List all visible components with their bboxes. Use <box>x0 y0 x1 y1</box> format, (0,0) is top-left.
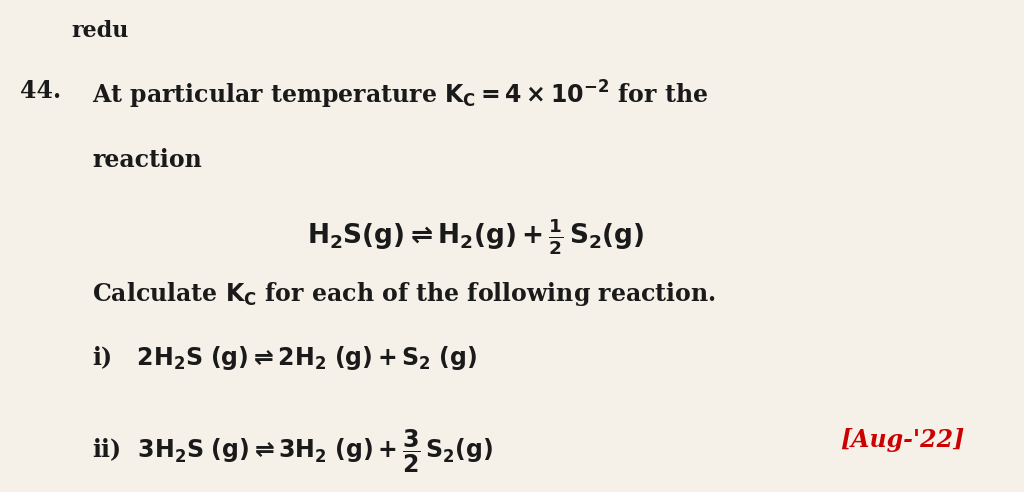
Text: 44.: 44. <box>20 79 61 103</box>
Text: reaction: reaction <box>92 148 202 172</box>
Text: i)   $\mathbf{2H_2S\ (g) \rightleftharpoons 2H_2\ (g) + S_2\ (g)}$: i) $\mathbf{2H_2S\ (g) \rightleftharpoon… <box>92 344 477 372</box>
Text: [Aug-'22]: [Aug-'22] <box>840 428 964 452</box>
Text: At particular temperature $\mathbf{K_C = 4 \times 10^{-2}}$ for the: At particular temperature $\mathbf{K_C =… <box>92 79 709 111</box>
Text: Calculate $\mathbf{K_C}$ for each of the following reaction.: Calculate $\mathbf{K_C}$ for each of the… <box>92 280 716 308</box>
Text: redu: redu <box>72 20 129 42</box>
Text: $\mathbf{H_2S(g) \rightleftharpoons H_2(g) + \frac{1}{2}\,S_2(g)}$: $\mathbf{H_2S(g) \rightleftharpoons H_2(… <box>307 216 645 257</box>
Text: ii)  $\mathbf{3H_2S\ (g) \rightleftharpoons 3H_2\ (g) + \dfrac{3}{2}\,S_2(g)}$: ii) $\mathbf{3H_2S\ (g) \rightleftharpoo… <box>92 428 494 475</box>
